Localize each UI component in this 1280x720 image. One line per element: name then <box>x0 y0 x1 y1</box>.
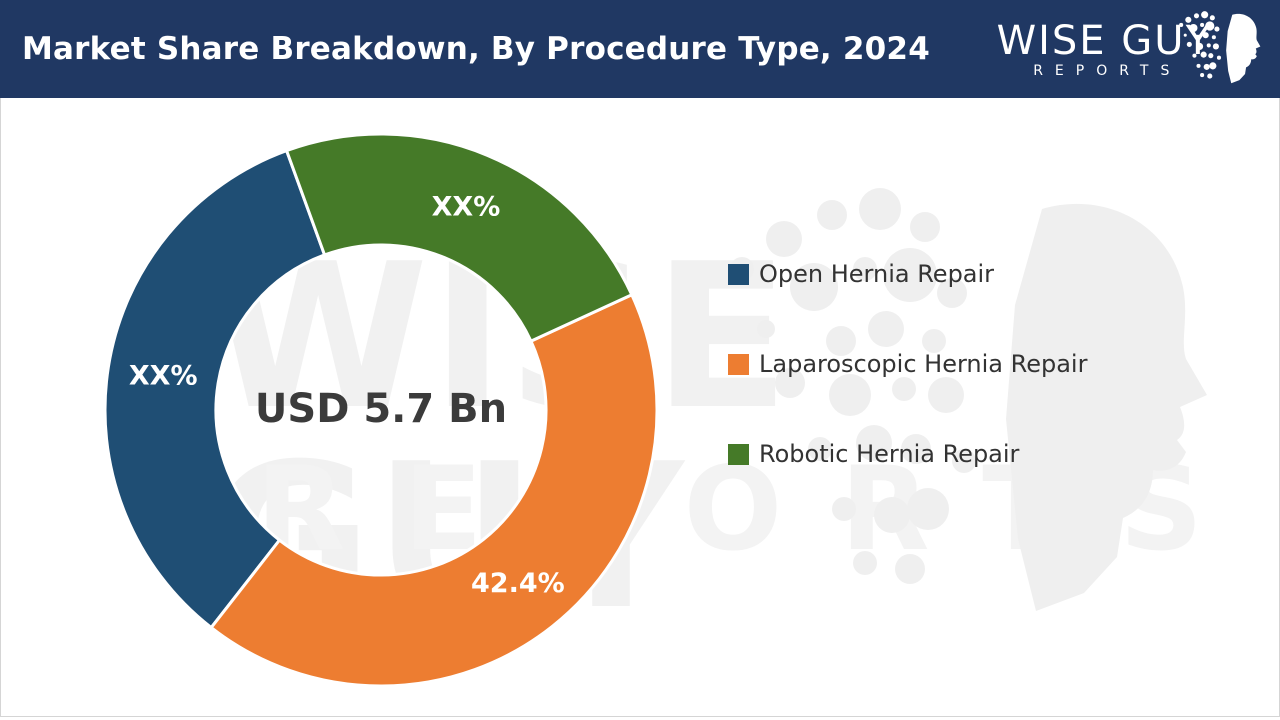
logo-subtitle: REPORTS <box>1033 62 1182 79</box>
logo: WISE GUY REPORTS <box>997 5 1266 93</box>
slice-label-1: XX% <box>129 361 198 392</box>
page-title: Market Share Breakdown, By Procedure Typ… <box>22 31 930 67</box>
legend-item-laparoscopic-hernia-repair: Laparoscopic Hernia Repair <box>728 348 1087 380</box>
donut-segment-3 <box>285 132 634 343</box>
legend-swatch-3 <box>728 443 749 465</box>
legend-label-3: Robotic Hernia Repair <box>759 440 1020 468</box>
legend-item-open-hernia-repair: Open Hernia Repair <box>728 258 994 290</box>
legend-label-1: Open Hernia Repair <box>759 260 995 288</box>
slice-label-2: 42.4% <box>471 568 565 599</box>
logo-text: WISE GUY REPORTS <box>997 21 1212 78</box>
slice-label-3: XX% <box>432 191 501 222</box>
donut-segment-1 <box>103 149 327 630</box>
logo-wordmark: WISE GUY <box>996 17 1212 64</box>
legend-swatch-1 <box>728 263 749 285</box>
legend-label-2: Laparoscopic Hernia Repair <box>759 350 1088 378</box>
header-bar: Market Share Breakdown, By Procedure Typ… <box>0 0 1280 98</box>
legend-swatch-2 <box>728 353 749 375</box>
donut-center-label: USD 5.7 Bn <box>254 386 508 432</box>
donut-segment-2 <box>209 293 659 688</box>
legend-item-robotic-hernia-repair: Robotic Hernia Repair <box>728 438 1019 470</box>
